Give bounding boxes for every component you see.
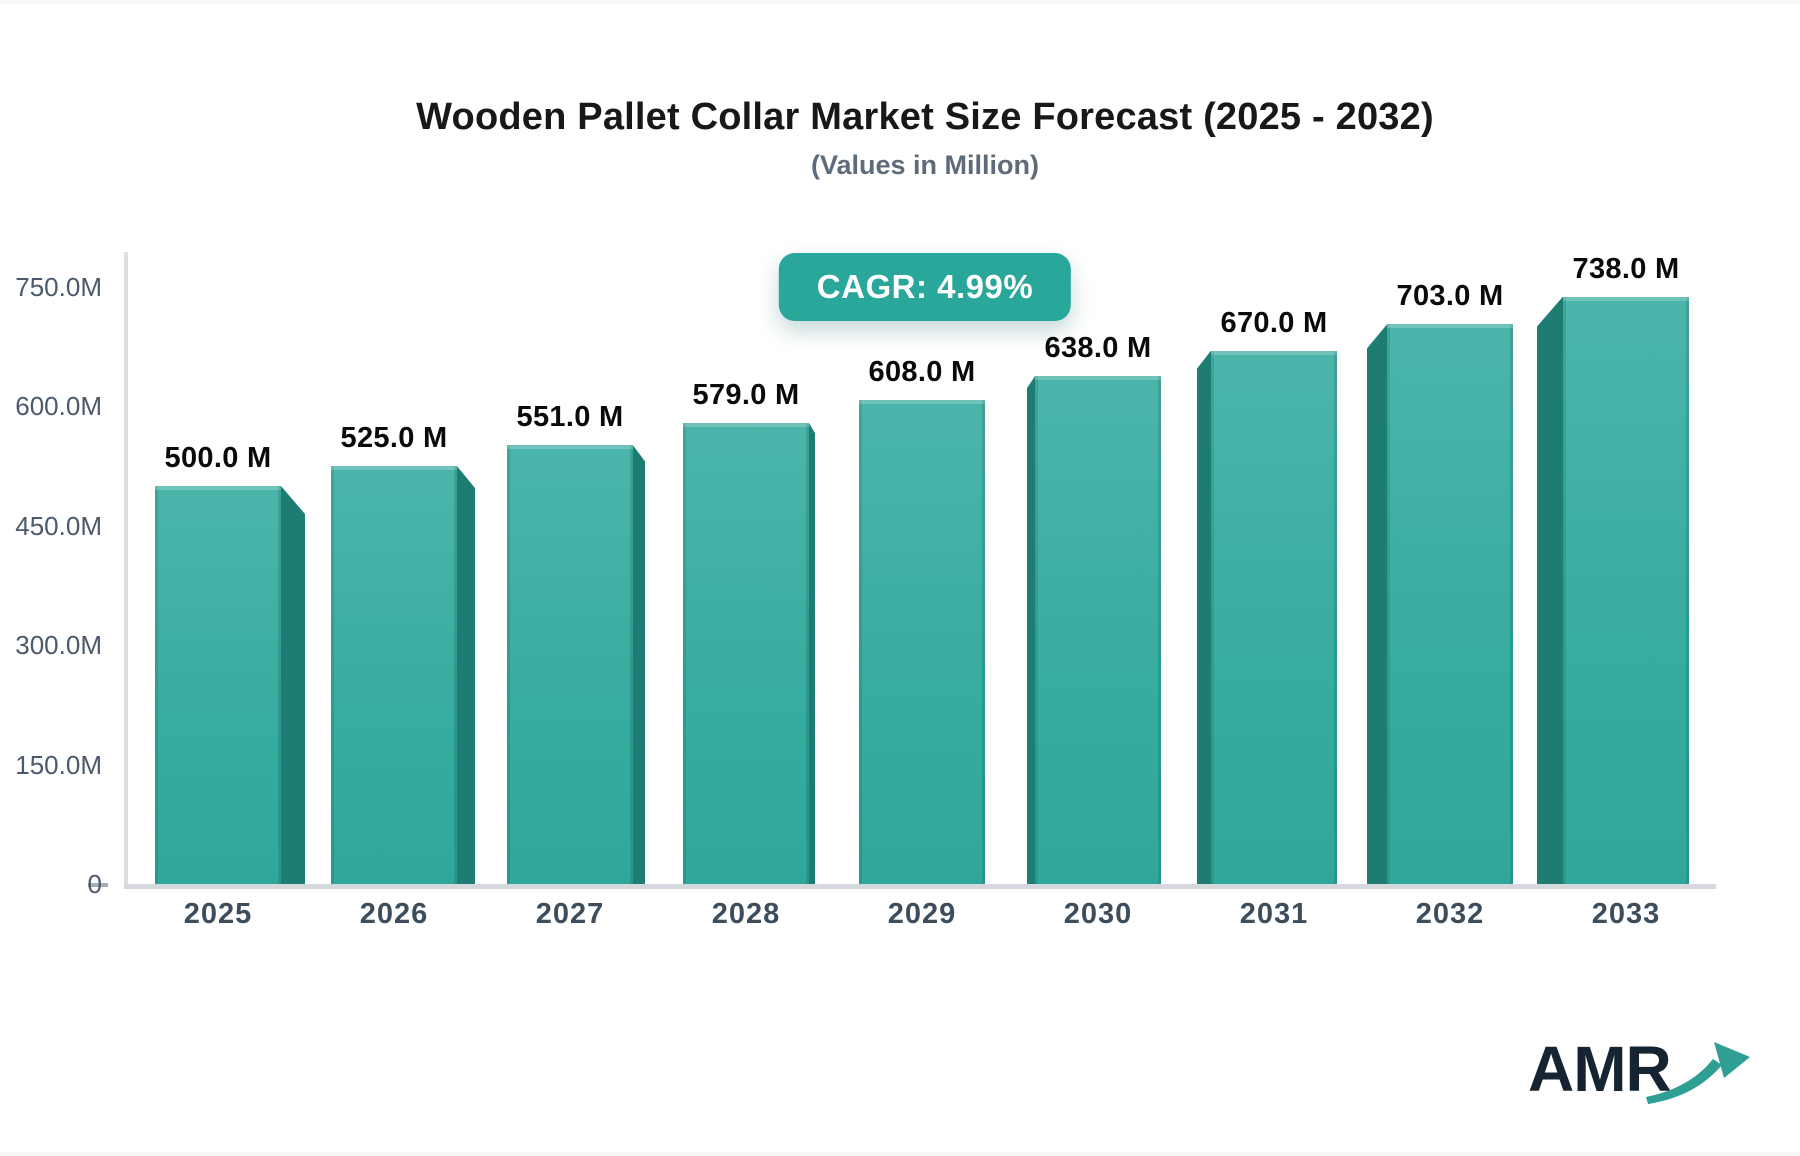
x-tick-label-2026: 2026 <box>359 898 429 930</box>
x-tick-label-2031: 2031 <box>1239 898 1309 930</box>
bar-2027 <box>507 445 633 884</box>
y-tick-label-750: 750.0M <box>15 272 102 302</box>
bar-value-label-2026: 525.0 M <box>340 422 448 455</box>
bar-2032 <box>1387 324 1513 884</box>
bar-value-label-2032: 703.0 M <box>1396 280 1504 313</box>
bar-side-2026 <box>457 466 475 884</box>
page-top-edge <box>0 0 1800 4</box>
growth-arrow-icon <box>1646 1042 1750 1104</box>
x-tick-label-2028: 2028 <box>711 898 781 930</box>
x-tick-label-2033: 2033 <box>1591 898 1661 930</box>
x-tick-label-2032: 2032 <box>1415 898 1485 930</box>
bar-value-label-2028: 579.0 M <box>692 379 800 412</box>
bar-side-2032 <box>1367 324 1387 884</box>
bar-value-label-2033: 738.0 M <box>1572 252 1680 285</box>
bar-2030 <box>1035 376 1161 884</box>
x-axis-line <box>124 884 1716 889</box>
bar-side-2028 <box>809 423 815 884</box>
y-tick-label-0: 0 <box>87 869 102 899</box>
bar-side-2033 <box>1537 296 1563 884</box>
y-tick-label-450: 450.0M <box>15 510 102 541</box>
bar-2031 <box>1211 350 1337 884</box>
bar-value-label-2030: 638.0 M <box>1044 332 1152 365</box>
bar-side-2030 <box>1027 376 1035 884</box>
bar-2028 <box>683 423 809 884</box>
cagr-badge: CAGR: 4.99% <box>778 253 1072 321</box>
bar-2025 <box>155 486 281 884</box>
chart-title: Wooden Pallet Collar Market Size Forecas… <box>416 96 1434 138</box>
y-axis-line <box>124 252 128 886</box>
bar-2033 <box>1563 296 1689 884</box>
y-tick-label-600: 600.0M <box>15 391 102 422</box>
page-bottom-edge <box>0 1152 1800 1156</box>
amr-logo: AMR <box>1528 1032 1750 1122</box>
zero-tick-mark <box>88 883 108 887</box>
bar-side-2031 <box>1197 350 1211 884</box>
x-tick-label-2030: 2030 <box>1063 898 1133 930</box>
amr-logo-text: AMR <box>1528 1033 1672 1105</box>
bar-value-label-2031: 670.0 M <box>1220 306 1328 339</box>
bar-value-label-2027: 551.0 M <box>516 401 624 434</box>
bar-value-label-2029: 608.0 M <box>868 356 976 389</box>
x-tick-label-2025: 2025 <box>183 898 253 930</box>
y-tick-label-300: 300.0M <box>15 630 102 661</box>
bar-2026 <box>331 466 457 884</box>
bar-side-2025 <box>281 486 305 884</box>
bar-value-label-2025: 500.0 M <box>164 442 272 474</box>
y-tick-label-150: 150.0M <box>15 749 102 780</box>
bar-2029 <box>859 400 985 884</box>
x-tick-label-2029: 2029 <box>887 898 957 930</box>
x-tick-label-2027: 2027 <box>535 898 605 930</box>
chart-subtitle: (Values in Million) <box>810 150 1040 180</box>
bar-side-2027 <box>633 445 645 884</box>
